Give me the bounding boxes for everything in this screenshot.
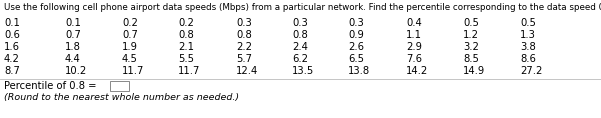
Text: 0.5: 0.5 bbox=[520, 18, 536, 28]
Text: 3.2: 3.2 bbox=[463, 42, 479, 52]
Text: 8.7: 8.7 bbox=[4, 66, 20, 76]
Text: 3.8: 3.8 bbox=[520, 42, 535, 52]
Text: 0.1: 0.1 bbox=[4, 18, 20, 28]
Text: 12.4: 12.4 bbox=[236, 66, 258, 76]
Text: 0.3: 0.3 bbox=[292, 18, 308, 28]
Text: 4.2: 4.2 bbox=[4, 54, 20, 64]
Text: 6.5: 6.5 bbox=[348, 54, 364, 64]
Text: 0.8: 0.8 bbox=[178, 30, 194, 40]
Text: 0.2: 0.2 bbox=[122, 18, 138, 28]
Text: 0.5: 0.5 bbox=[463, 18, 479, 28]
Text: 10.2: 10.2 bbox=[65, 66, 87, 76]
Text: 0.3: 0.3 bbox=[348, 18, 364, 28]
Text: 1.3: 1.3 bbox=[520, 30, 536, 40]
Text: 2.2: 2.2 bbox=[236, 42, 252, 52]
Text: 1.6: 1.6 bbox=[4, 42, 20, 52]
Text: 13.8: 13.8 bbox=[348, 66, 370, 76]
Text: 11.7: 11.7 bbox=[122, 66, 144, 76]
Text: 2.4: 2.4 bbox=[292, 42, 308, 52]
Text: 8.6: 8.6 bbox=[520, 54, 536, 64]
Text: 0.2: 0.2 bbox=[178, 18, 194, 28]
Text: 0.9: 0.9 bbox=[348, 30, 364, 40]
Text: 13.5: 13.5 bbox=[292, 66, 314, 76]
Text: 0.1: 0.1 bbox=[65, 18, 81, 28]
Text: 1.8: 1.8 bbox=[65, 42, 81, 52]
Text: Percentile of 0.8 =: Percentile of 0.8 = bbox=[4, 81, 100, 91]
Text: Use the following cell phone airport data speeds (Mbps) from a particular networ: Use the following cell phone airport dat… bbox=[4, 3, 601, 12]
Text: 0.4: 0.4 bbox=[406, 18, 422, 28]
Text: 2.9: 2.9 bbox=[406, 42, 422, 52]
Text: 0.8: 0.8 bbox=[236, 30, 252, 40]
Text: 0.3: 0.3 bbox=[236, 18, 252, 28]
Text: 4.4: 4.4 bbox=[65, 54, 81, 64]
Text: 8.5: 8.5 bbox=[463, 54, 479, 64]
Text: 4.5: 4.5 bbox=[122, 54, 138, 64]
Text: 1.9: 1.9 bbox=[122, 42, 138, 52]
Text: 14.9: 14.9 bbox=[463, 66, 485, 76]
Text: 6.2: 6.2 bbox=[292, 54, 308, 64]
Text: 0.7: 0.7 bbox=[65, 30, 81, 40]
Text: 0.8: 0.8 bbox=[292, 30, 308, 40]
Text: 2.6: 2.6 bbox=[348, 42, 364, 52]
Text: 11.7: 11.7 bbox=[178, 66, 200, 76]
Text: 0.6: 0.6 bbox=[4, 30, 20, 40]
Text: 5.7: 5.7 bbox=[236, 54, 252, 64]
Text: 5.5: 5.5 bbox=[178, 54, 194, 64]
Text: 0.7: 0.7 bbox=[122, 30, 138, 40]
Text: 2.1: 2.1 bbox=[178, 42, 194, 52]
Text: 1.1: 1.1 bbox=[406, 30, 422, 40]
Text: 27.2: 27.2 bbox=[520, 66, 542, 76]
Text: 14.2: 14.2 bbox=[406, 66, 429, 76]
FancyBboxPatch shape bbox=[109, 80, 129, 91]
Text: 1.2: 1.2 bbox=[463, 30, 479, 40]
Text: (Round to the nearest whole number as needed.): (Round to the nearest whole number as ne… bbox=[4, 93, 239, 102]
Text: 7.6: 7.6 bbox=[406, 54, 422, 64]
